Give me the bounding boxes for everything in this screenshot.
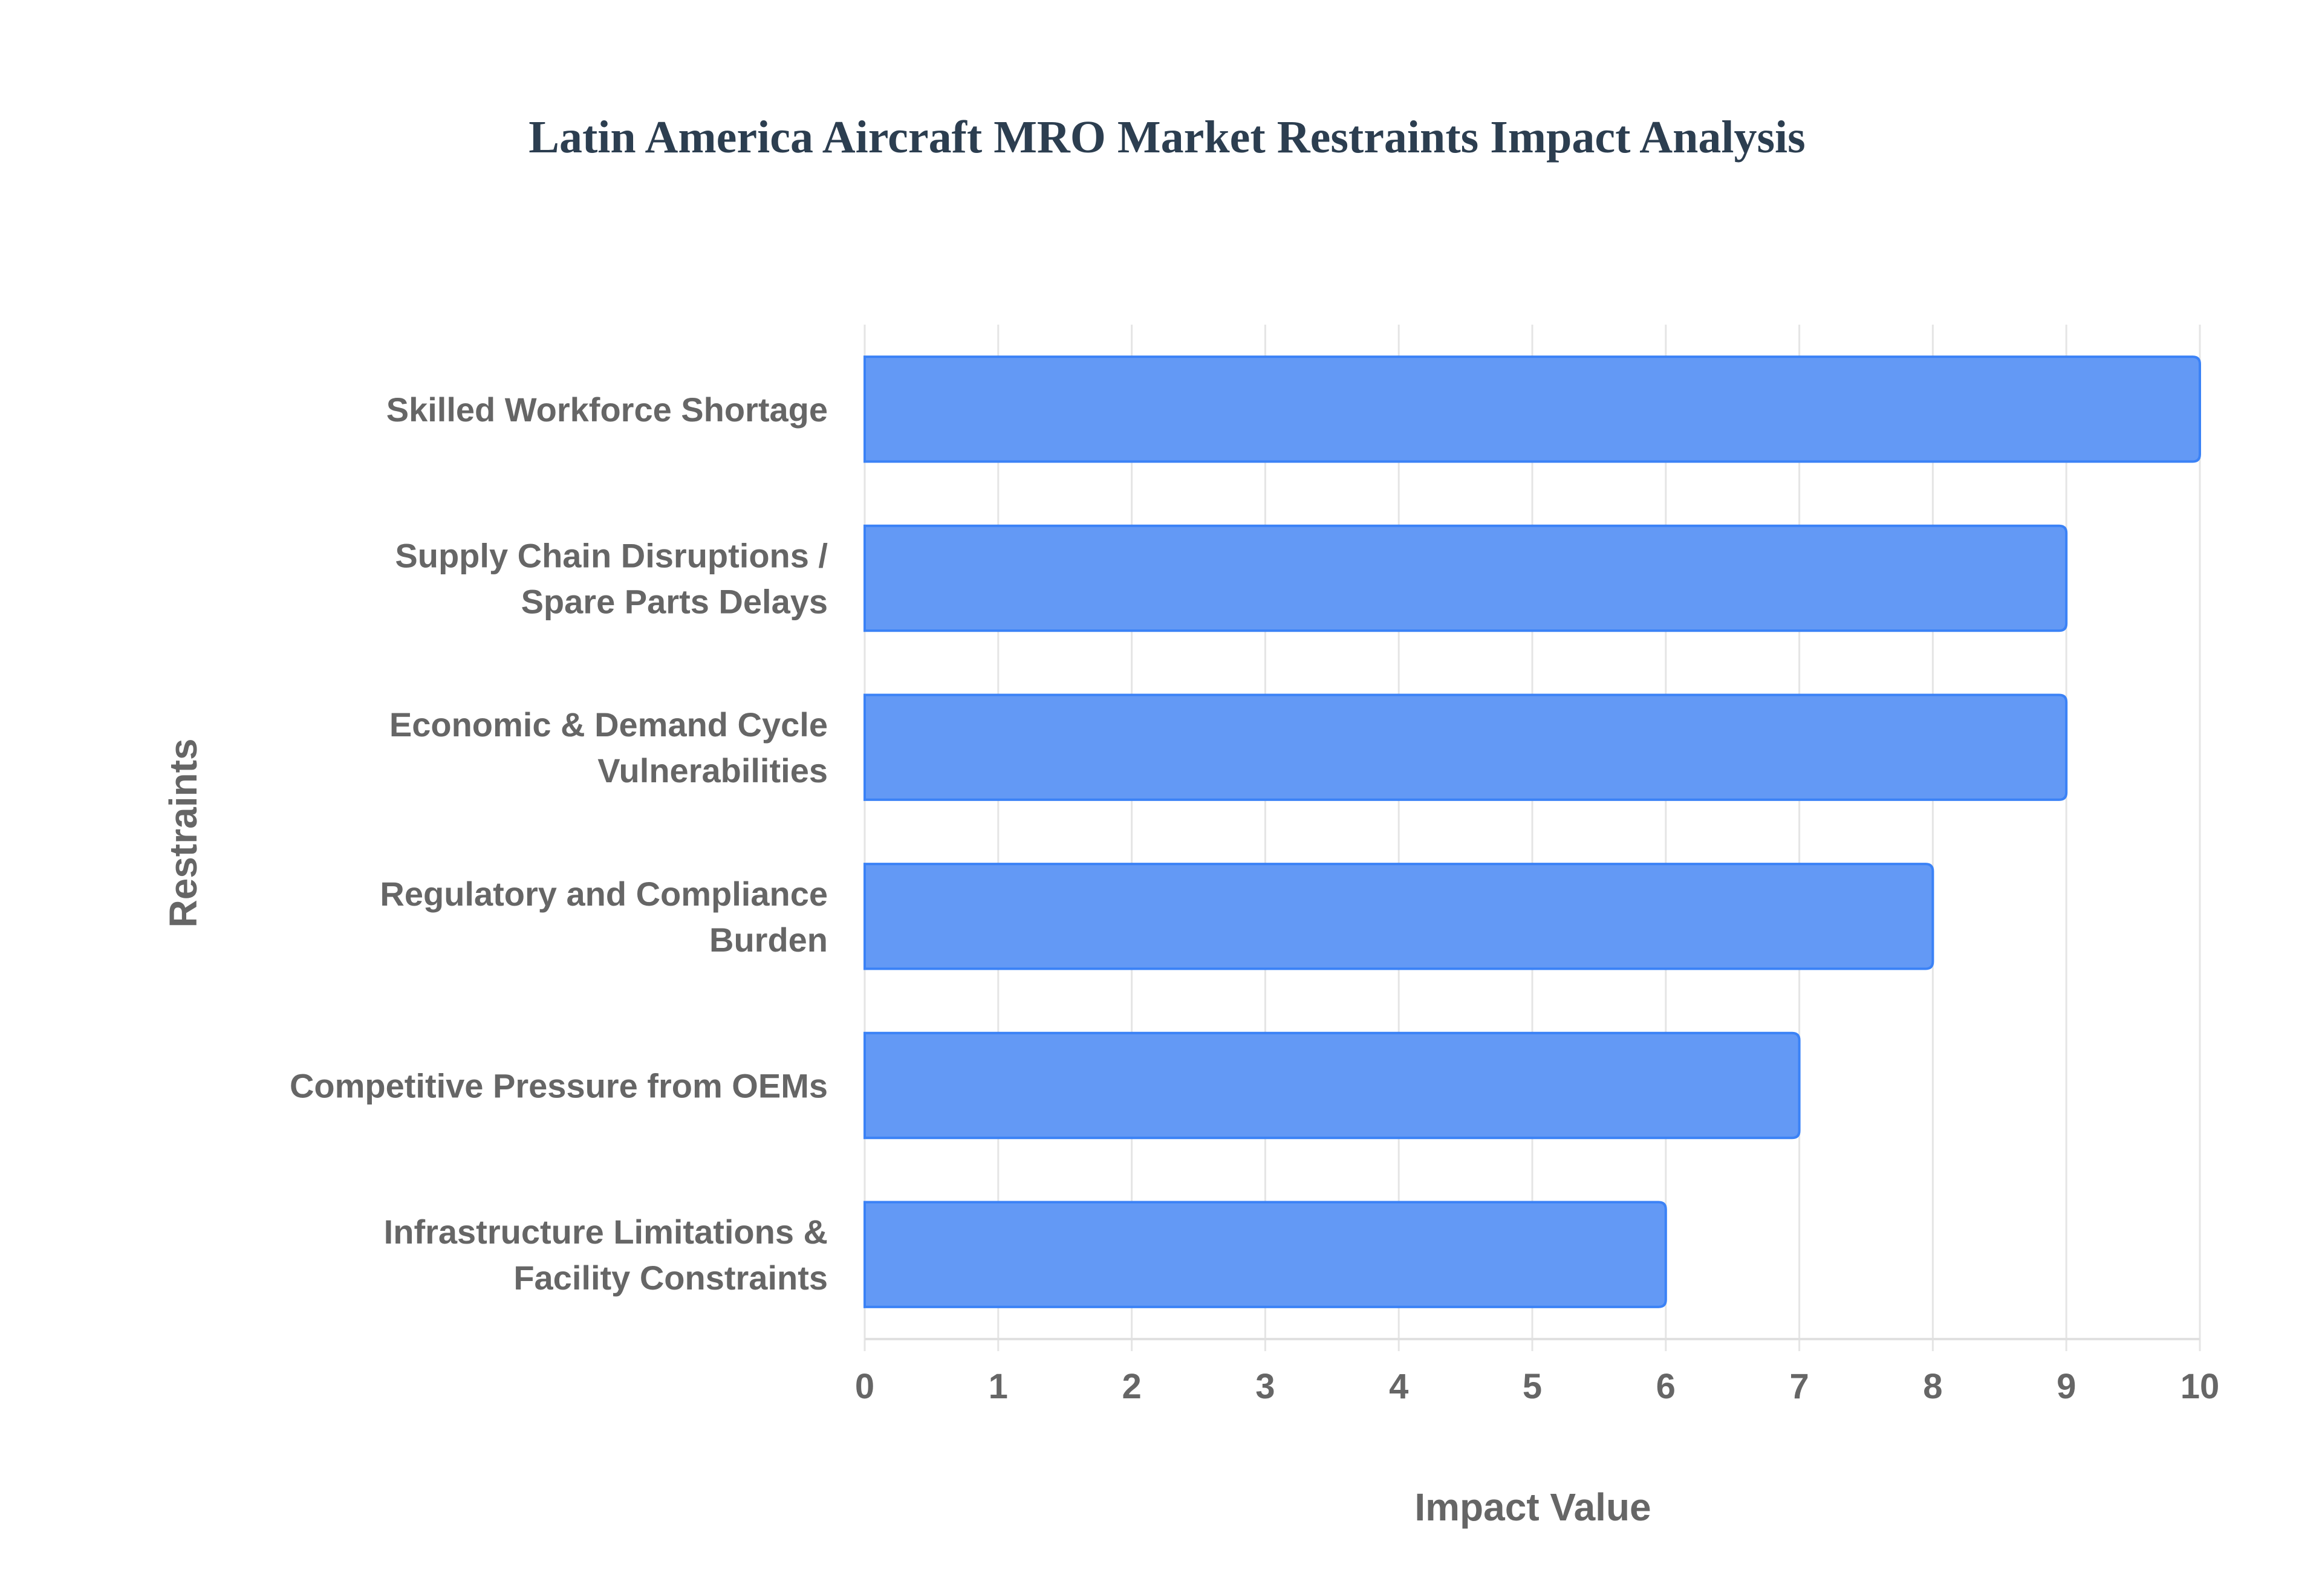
- x-tick-label: 8: [1923, 1367, 1942, 1406]
- x-tick-label: 3: [1255, 1367, 1275, 1406]
- x-tick-label: 6: [1656, 1367, 1676, 1406]
- category-label: Skilled Workforce Shortage: [386, 391, 828, 429]
- bar: [863, 863, 1934, 970]
- category-label: Competitive Pressure from OEMs: [290, 1067, 828, 1105]
- bar: [863, 693, 2068, 801]
- bar: [863, 355, 2201, 463]
- x-tick-label: 4: [1389, 1367, 1408, 1406]
- x-tick-label: 10: [2181, 1367, 2220, 1406]
- bar: [863, 524, 2068, 632]
- y-axis-title: Restraints: [161, 739, 205, 928]
- x-tick-label: 0: [855, 1367, 874, 1406]
- bars: [863, 355, 2201, 1308]
- x-tick-label: 1: [989, 1367, 1008, 1406]
- category-labels: Skilled Workforce Shortage Supply Chain D…: [290, 391, 828, 1297]
- x-tick-label: 7: [1789, 1367, 1809, 1406]
- category-label: Spare Parts Delays: [521, 583, 828, 621]
- category-label: Burden: [709, 921, 828, 959]
- category-label: Vulnerabilities: [597, 751, 828, 790]
- x-tick-labels: 0 1 2 3 4 5 6 7 8 9 10: [855, 1367, 2219, 1406]
- gridlines: [863, 325, 2201, 1351]
- bar: [863, 1201, 1667, 1308]
- category-label: Infrastructure Limitations &: [384, 1213, 828, 1251]
- x-tick-label: 9: [2057, 1367, 2076, 1406]
- category-label: Supply Chain Disruptions /: [395, 537, 828, 575]
- category-label: Facility Constraints: [513, 1259, 828, 1297]
- x-axis-title: Impact Value: [1414, 1485, 1651, 1529]
- x-tick-label: 5: [1523, 1367, 1542, 1406]
- category-label: Regulatory and Compliance: [380, 875, 828, 913]
- category-label: Economic & Demand Cycle: [389, 706, 828, 744]
- x-tick-label: 2: [1122, 1367, 1141, 1406]
- bar: [863, 1031, 1801, 1140]
- chart-title: Latin America Aircraft MRO Market Restra…: [528, 112, 1806, 163]
